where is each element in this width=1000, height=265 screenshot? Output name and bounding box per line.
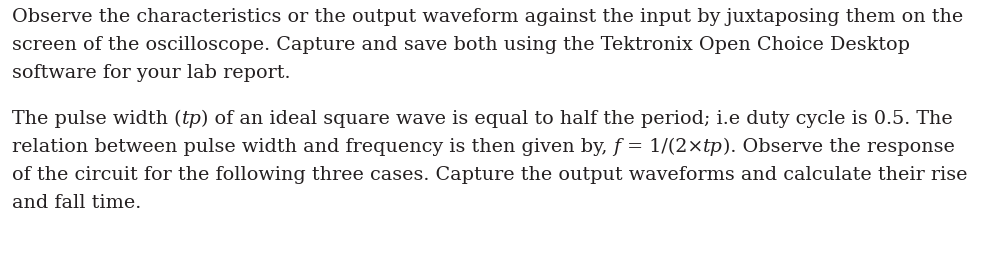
Text: software for your lab report.: software for your lab report. (12, 64, 290, 82)
Text: f: f (614, 138, 621, 156)
Text: ) of an ideal square wave is equal to half the period; i.e duty cycle is 0.5. Th: ) of an ideal square wave is equal to ha… (201, 110, 953, 128)
Text: tp: tp (703, 138, 723, 156)
Text: = 1/(2×: = 1/(2× (621, 138, 703, 156)
Text: of the circuit for the following three cases. Capture the output waveforms and c: of the circuit for the following three c… (12, 166, 968, 184)
Text: screen of the oscilloscope. Capture and save both using the Tektronix Open Choic: screen of the oscilloscope. Capture and … (12, 36, 910, 54)
Text: Observe the characteristics or the output waveform against the input by juxtapos: Observe the characteristics or the outpu… (12, 8, 963, 26)
Text: ). Observe the response: ). Observe the response (723, 138, 955, 156)
Text: and fall time.: and fall time. (12, 194, 141, 212)
Text: relation between pulse width and frequency is then given by,: relation between pulse width and frequen… (12, 138, 614, 156)
Text: The pulse width (: The pulse width ( (12, 110, 182, 128)
Text: tp: tp (182, 110, 201, 128)
